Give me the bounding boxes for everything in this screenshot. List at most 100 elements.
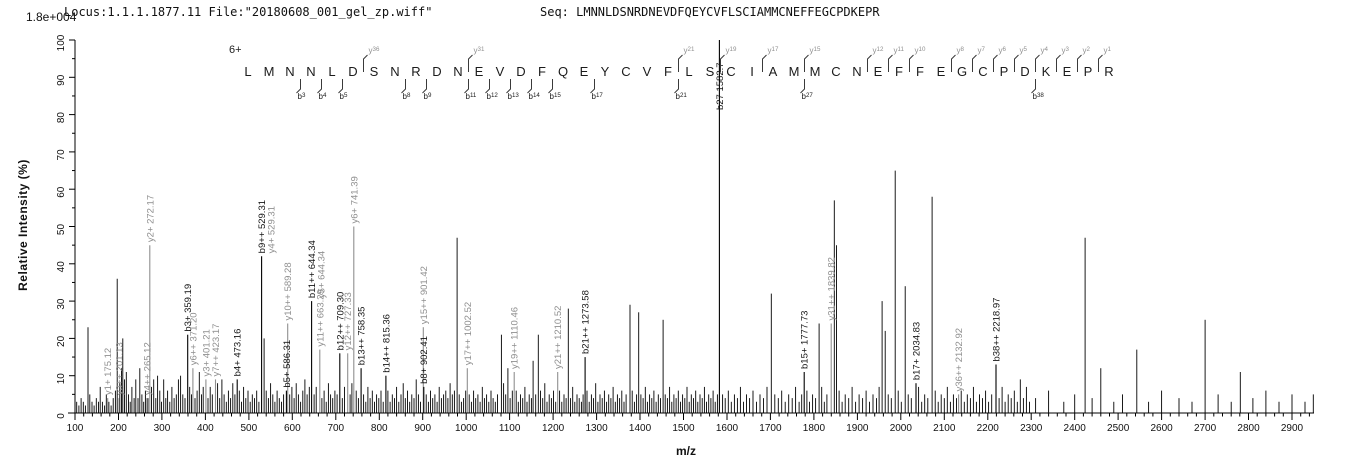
residue-letter: F [664,64,672,79]
b-ion-mark [548,79,553,94]
x-tick-label: 2200 [977,423,1000,434]
x-tick-label: 600 [284,423,301,434]
y-ion-label: y4 [1041,46,1049,55]
y-ion-mark [867,54,872,72]
b-ion-label: b12 [487,92,499,101]
y-tick-label: 30 [56,298,67,310]
y-ion-mark [720,54,725,72]
peak-label: b5+ 586.31 [282,340,293,388]
x-axis-title: m/z [676,444,697,458]
x-tick-labels: 100 200 300 400 500 600 700 800 900 1000 1100 1200 1… [67,423,1304,434]
y-tick-label: 40 [56,261,67,273]
peak-label: b3+ 359.19 [183,284,194,332]
residue-letter: E [580,64,589,79]
y-tick-label: 80 [56,112,67,124]
residue-letter: D [516,64,525,79]
y-ion-label: y5 [1020,46,1028,55]
x-tick-label: 2000 [890,423,913,434]
b-ion-label: b38 [1033,92,1045,101]
x-tick-label: 2600 [1150,423,1173,434]
y-ion-mark [888,54,893,72]
residue-letter: A [769,64,778,79]
b-ion-label: b4 [319,92,327,101]
peak-label: y5+ 644.34 [317,251,328,298]
y-ion-label: y19 [726,46,737,55]
residue-letter: E [1063,64,1072,79]
peak-label: b21++ 1273.58 [581,290,592,354]
residue-letter: E [475,64,484,79]
y-ion-label: y36 [369,46,380,55]
residue-letter: C [831,64,840,79]
peak-label: y4++ 265.12 [142,342,153,395]
y-ion-label: y7 [978,46,986,55]
peak-label: y21++ 1210.52 [553,306,564,369]
y-tick-label: 0 [56,413,67,419]
x-tick-label: 1300 [585,423,608,434]
y-tick-label: 70 [56,149,67,161]
axes-layer [68,39,1314,420]
x-tick-label: 1900 [846,423,869,434]
peak-label: b27 1582.7 [715,62,726,110]
residue-letter: C [621,64,630,79]
x-tick-label: 100 [67,423,84,434]
y-tick-label: 60 [56,186,67,198]
b-ion-label: b5 [340,92,348,101]
residue-letter: L [685,64,692,79]
peak-label: y36++ 2132.92 [954,328,965,391]
residue-letter: N [852,64,861,79]
precursor-charge-label: 6+ [229,44,242,56]
residue-letter: G [957,64,967,79]
residue-letter: R [411,64,420,79]
y-ion-mark [1077,54,1082,72]
x-tick-label: 2400 [1064,423,1087,434]
peak-label: y15++ 901.42 [419,266,430,324]
y-tick-label: 100 [56,34,67,51]
y-ion-label: y15 [810,46,821,55]
y-ion-mark [1056,54,1061,72]
residue-letter: N [453,64,462,79]
b-ion-label: b15 [550,92,562,101]
y-tick-label: 20 [56,335,67,347]
residue-letter: D [348,64,357,79]
peak-label: b8+ 902.41 [419,336,430,384]
b-ion-mark [527,79,532,94]
y-tick-label: 50 [56,224,67,236]
y-tick-labels: 0 10 20 30 40 50 60 70 80 90 100 [56,34,67,419]
y-ion-label: y21 [684,46,695,55]
residue-letter: S [706,64,715,79]
residue-letter: K [1042,64,1051,79]
x-tick-label: 1700 [759,423,782,434]
x-tick-label: 1100 [499,423,521,434]
b-ion-mark [800,79,805,94]
residue-letter: D [1020,64,1029,79]
b-ion-mark [296,79,301,94]
y-ion-mark [993,54,998,72]
peak-label: b38++ 2218.97 [991,298,1002,362]
x-tick-label: 300 [154,423,171,434]
residue-letter: N [306,64,315,79]
peak-label: y12++ 727.33 [343,292,354,350]
residue-letter: S [370,64,379,79]
b-ion-label: b9 [424,92,432,101]
y-tick-label: 90 [56,74,67,86]
y-ion-mark [804,54,809,72]
intensity-scale-label: 1.8e+004 [26,10,77,24]
x-tick-label: 500 [241,423,258,434]
peak-label: y7++ 423.17 [211,324,222,377]
x-tick-label: 2900 [1281,423,1304,434]
residue-letter: L [328,64,335,79]
x-tick-label: 1500 [672,423,695,434]
peak-label: y1+ 175.12 [103,348,114,395]
y-ion-mark [1014,54,1019,72]
x-tick-label: 1400 [629,423,652,434]
residue-letter: F [895,64,903,79]
b-ion-label: b3 [298,92,306,101]
y-ion-mark [678,54,683,72]
peak-label: y6+ 741.39 [349,176,360,223]
x-tick-label: 2800 [1237,423,1260,434]
residue-letter: R [1104,64,1113,79]
b-ion-label: b27 [802,92,814,101]
